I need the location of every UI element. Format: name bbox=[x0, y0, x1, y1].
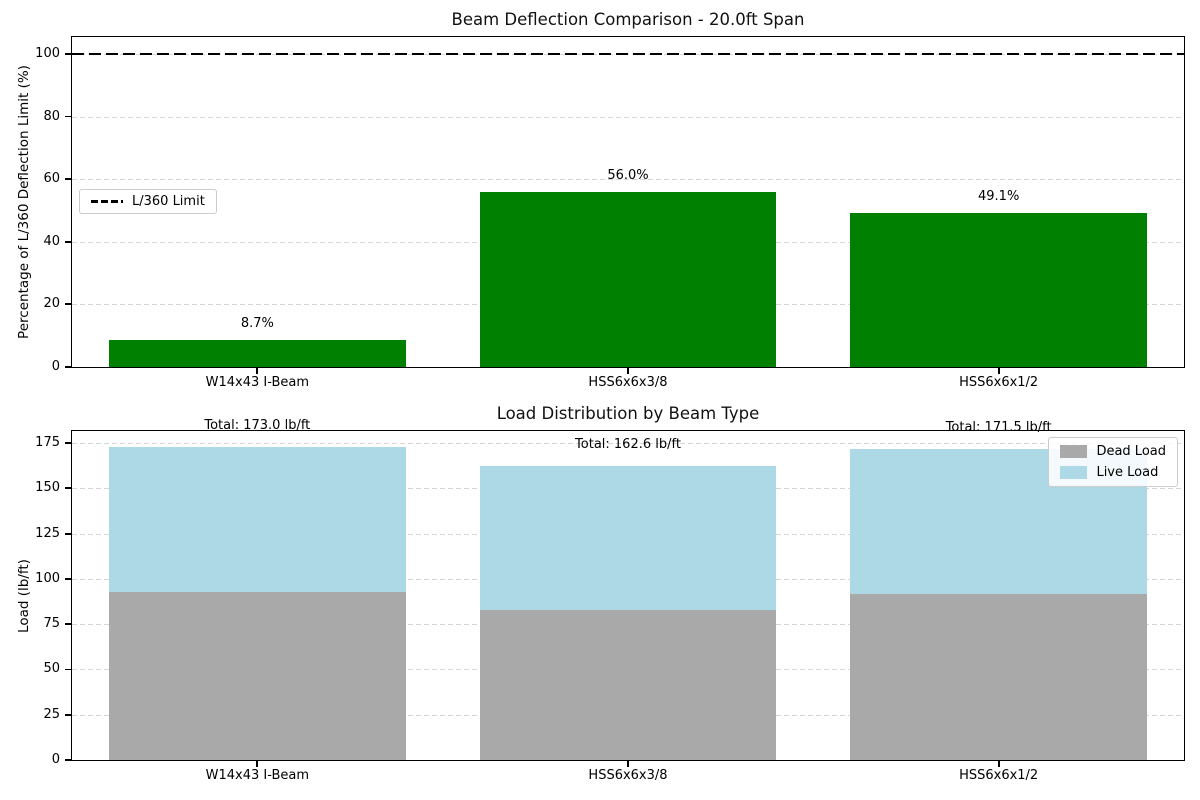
y-tick-mark bbox=[65, 623, 72, 626]
bar-segment-dead-load bbox=[850, 594, 1147, 760]
bar-segment-live-load bbox=[109, 446, 406, 592]
x-tick-label-1: HSS6x6x3/8 bbox=[588, 768, 668, 783]
legend-row-live-load: Live Load bbox=[1060, 465, 1166, 480]
y-tick-label: 80 bbox=[43, 108, 60, 124]
y-tick-mark bbox=[65, 178, 72, 181]
y-tick-mark bbox=[65, 115, 72, 118]
x-tick-mark bbox=[627, 367, 629, 374]
gridline-y80 bbox=[72, 116, 1184, 118]
live-load-color-swatch bbox=[1060, 466, 1088, 479]
y-tick-label: 100 bbox=[35, 45, 60, 61]
y-tick-mark bbox=[65, 53, 72, 55]
chart2-title: Load Distribution by Beam Type bbox=[496, 404, 760, 423]
dead-load-color-swatch bbox=[1060, 445, 1088, 458]
bar-value-label-0: 8.7% bbox=[240, 315, 274, 331]
y-tick-label: 125 bbox=[35, 525, 60, 541]
y-tick-label: 20 bbox=[43, 296, 60, 312]
y-tick-label: 100 bbox=[35, 570, 60, 586]
y-tick-mark bbox=[65, 578, 72, 580]
chart2-plot-area: Dead Load Live Load 0 25 50 75 100 125 150 175 W… bbox=[35, 418, 1185, 783]
y-tick-label: 25 bbox=[43, 706, 60, 722]
x-tick-mark bbox=[997, 760, 1000, 767]
bar-segment-live-load bbox=[479, 465, 777, 611]
x-tick-mark bbox=[997, 367, 1000, 374]
x-tick-label-1: HSS6x6x3/8 bbox=[588, 375, 668, 390]
total-label-0: Total: 173.0 lb/ft bbox=[204, 417, 311, 433]
bar-0 bbox=[109, 339, 406, 367]
y-tick-mark bbox=[65, 366, 72, 368]
bar-value-label-2: 49.1% bbox=[978, 189, 1020, 205]
legend-label-live-load: Live Load bbox=[1096, 465, 1159, 480]
bar-segment-dead-load bbox=[479, 610, 777, 760]
y-tick-label: 50 bbox=[43, 661, 60, 677]
legend-row-dead-load: Dead Load bbox=[1060, 444, 1166, 459]
y-tick-mark bbox=[65, 759, 72, 761]
reference-line bbox=[72, 52, 1184, 56]
legend-label-dead-load: Dead Load bbox=[1096, 444, 1166, 459]
bar-1 bbox=[479, 191, 777, 367]
chart1-legend: L/360 Limit bbox=[79, 189, 217, 214]
x-tick-label-2: HSS6x6x1/2 bbox=[959, 375, 1039, 390]
y-tick-label: 150 bbox=[35, 480, 60, 496]
x-tick-mark bbox=[256, 760, 259, 767]
y-tick-mark bbox=[65, 303, 72, 306]
chart1-plot-area: L/360 Limit 0 20 40 60 80 100 W14x43 I-Beam 8.7… bbox=[35, 36, 1185, 390]
total-label-2: Total: 171.5 lb/ft bbox=[945, 420, 1052, 436]
gridline-y60 bbox=[72, 179, 1184, 181]
x-tick-label-0: W14x43 I-Beam bbox=[205, 375, 310, 390]
y-tick-mark bbox=[65, 668, 72, 671]
dashed-line-legend-sample bbox=[91, 200, 123, 203]
y-tick-mark bbox=[65, 240, 72, 243]
y-tick-mark bbox=[65, 713, 72, 716]
y-tick-mark bbox=[65, 532, 72, 535]
x-tick-label-2: HSS6x6x1/2 bbox=[959, 768, 1039, 783]
bar-value-label-1: 56.0% bbox=[607, 167, 649, 183]
y-tick-mark bbox=[65, 487, 72, 490]
chart1-title: Beam Deflection Comparison - 20.0ft Span bbox=[451, 10, 805, 29]
y-tick-label: 75 bbox=[43, 616, 60, 632]
x-tick-label-0: W14x43 I-Beam bbox=[205, 768, 310, 783]
x-tick-mark bbox=[256, 367, 259, 374]
y-tick-label: 60 bbox=[43, 171, 60, 187]
bar-2 bbox=[850, 213, 1147, 367]
y-tick-mark bbox=[65, 442, 72, 445]
total-label-1: Total: 162.6 lb/ft bbox=[575, 436, 681, 452]
gridline-y175 bbox=[72, 443, 1184, 445]
legend-label-l360-limit: L/360 Limit bbox=[132, 194, 205, 209]
bar-segment-dead-load bbox=[109, 591, 406, 760]
y-tick-label: 0 bbox=[51, 752, 60, 767]
y-tick-label: 175 bbox=[35, 435, 60, 451]
y-tick-label: 0 bbox=[51, 359, 60, 374]
x-tick-mark bbox=[627, 760, 629, 767]
y-tick-label: 40 bbox=[43, 233, 60, 249]
chart2-legend: Dead Load Live Load bbox=[1048, 437, 1178, 487]
